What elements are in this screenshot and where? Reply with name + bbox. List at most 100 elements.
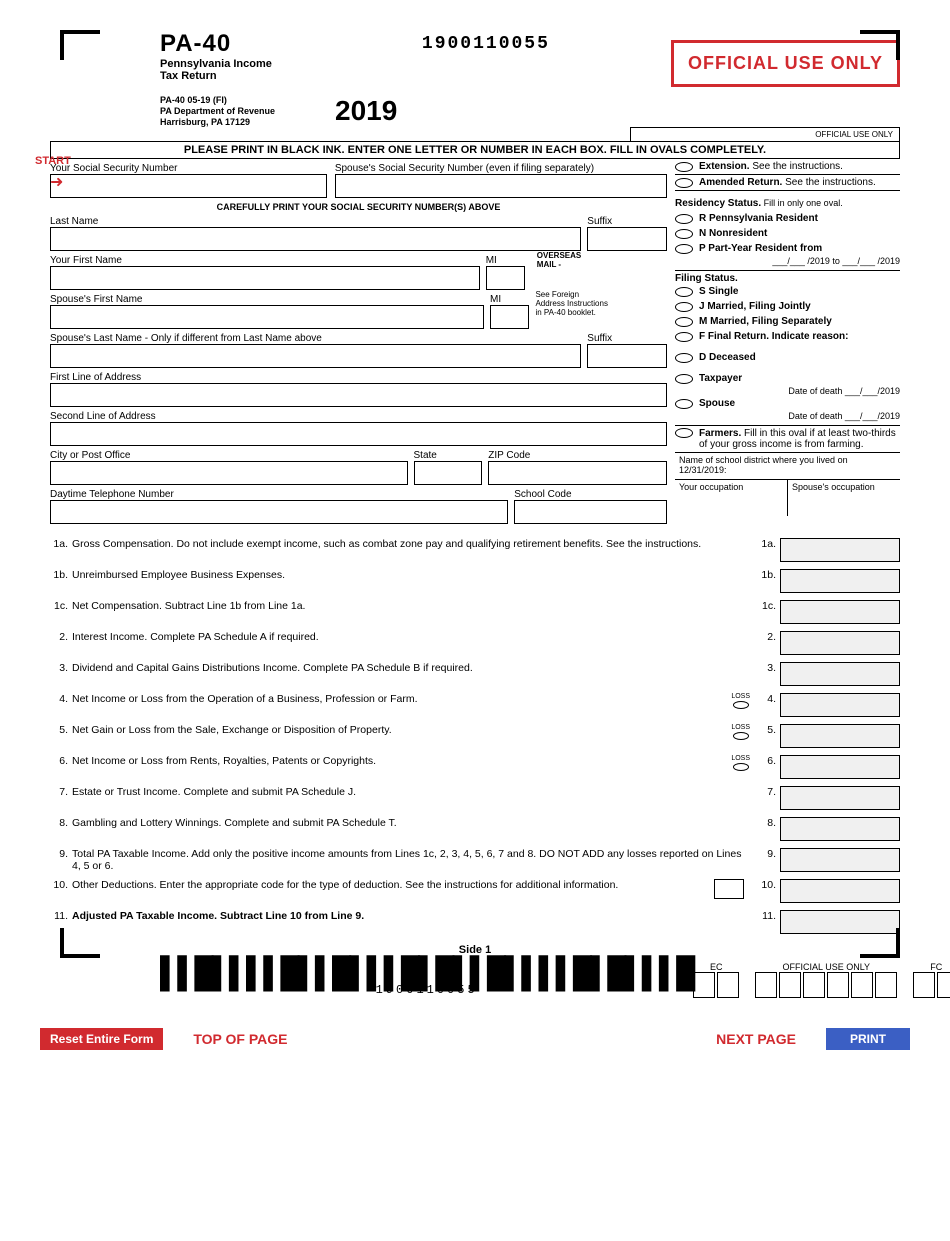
official-use-text: OFFICIAL USE ONLY [688, 53, 883, 73]
resident-oval[interactable] [675, 214, 693, 224]
print-button[interactable]: PRINT [826, 1028, 910, 1050]
fc-box-2[interactable] [937, 972, 950, 998]
corner-mark-bl [60, 928, 100, 958]
line-1b-amount[interactable] [780, 569, 900, 593]
dept-line-2: PA Department of Revenue [160, 106, 275, 117]
line-4-amount[interactable] [780, 693, 900, 717]
extension-oval[interactable] [675, 162, 693, 172]
amended-note: See the instructions. [782, 177, 875, 188]
line-1c-amount[interactable] [780, 600, 900, 624]
line-8-num: 8. [50, 817, 72, 829]
overseas-5: in PA-40 booklet. [535, 308, 667, 317]
line-7-ref: 7. [750, 786, 780, 798]
last-name-input[interactable] [50, 227, 581, 251]
corner-mark-br [860, 928, 900, 958]
spouse-dec-oval[interactable] [675, 399, 693, 409]
reset-button[interactable]: Reset Entire Form [40, 1028, 163, 1050]
line-9-text: Total PA Taxable Income. Add only the po… [72, 848, 741, 872]
fc-box-1[interactable] [913, 972, 935, 998]
last-name-label: Last Name [50, 216, 581, 227]
ouo-box [851, 972, 873, 998]
separate-oval[interactable] [675, 317, 693, 327]
mi-input[interactable] [486, 266, 525, 290]
line-3-amount[interactable] [780, 662, 900, 686]
amended-oval[interactable] [675, 178, 693, 188]
official-use-small: OFFICIAL USE ONLY [630, 127, 900, 141]
first-name-label: Your First Name [50, 255, 480, 266]
tax-year: 2019 [335, 95, 397, 127]
top-of-page-link[interactable]: TOP OF PAGE [193, 1031, 287, 1047]
line-9-num: 9. [50, 848, 72, 860]
line-9-amount[interactable] [780, 848, 900, 872]
line-10-amount[interactable] [780, 879, 900, 903]
line-2-text: Interest Income. Complete PA Schedule A … [72, 631, 319, 643]
line-5-ref: 5. [750, 724, 780, 736]
line-4-loss[interactable]: LOSS [731, 693, 750, 709]
spouse-first-input[interactable] [50, 305, 484, 329]
line-10-code-box[interactable] [714, 879, 744, 899]
careful-note: CAREFULLY PRINT YOUR SOCIAL SECURITY NUM… [50, 202, 667, 212]
line-5-loss[interactable]: LOSS [731, 724, 750, 740]
first-name-input[interactable] [50, 266, 480, 290]
partyear-oval[interactable] [675, 244, 693, 254]
line-1a-amount[interactable] [780, 538, 900, 562]
line-1c-text: Net Compensation. Subtract Line 1b from … [72, 600, 305, 612]
spouse-last-input[interactable] [50, 344, 581, 368]
extension-note: See the instructions. [750, 161, 843, 172]
school-code-input[interactable] [514, 500, 667, 524]
ssn-label: Your Social Security Number [50, 163, 327, 174]
deceased-oval[interactable] [675, 353, 693, 363]
fc-label: FC [913, 962, 950, 972]
ouo-box [755, 972, 777, 998]
suffix-input[interactable] [587, 227, 667, 251]
ouo-box [779, 972, 801, 998]
mi-label: MI [486, 255, 525, 266]
city-input[interactable] [50, 461, 408, 485]
line-1a-text: Gross Compensation. Do not include exemp… [72, 538, 701, 550]
line-4-num: 4. [50, 693, 72, 705]
line-1b-ref: 1b. [750, 569, 780, 581]
single-oval[interactable] [675, 287, 693, 297]
taxpayer-oval[interactable] [675, 374, 693, 384]
final-oval[interactable] [675, 332, 693, 342]
ec-box-1[interactable] [693, 972, 715, 998]
joint-oval[interactable] [675, 302, 693, 312]
phone-input[interactable] [50, 500, 508, 524]
spouse-suffix-input[interactable] [587, 344, 667, 368]
line-1c-num: 1c. [50, 600, 72, 612]
line-1b-num: 1b. [50, 569, 72, 581]
state-input[interactable] [414, 461, 483, 485]
ouo-box [803, 972, 825, 998]
your-occupation-label[interactable]: Your occupation [675, 480, 788, 516]
line-2-amount[interactable] [780, 631, 900, 655]
dept-line-1: PA-40 05-19 (FI) [160, 95, 275, 106]
addr1-label: First Line of Address [50, 372, 667, 383]
next-page-link[interactable]: NEXT PAGE [716, 1031, 796, 1047]
spouse-mi-input[interactable] [490, 305, 529, 329]
farmers-oval[interactable] [675, 428, 693, 438]
nonresident-oval[interactable] [675, 229, 693, 239]
zip-input[interactable] [488, 461, 667, 485]
line-10-num: 10. [50, 879, 72, 891]
spouse-last-label: Spouse's Last Name - Only if different f… [50, 333, 581, 344]
barcode-icon: ▌▌█▌▌▌▌█▌▌█▌▌▌█▌█▌▌█▌▌▌▌█▌█▌▌▌█ [160, 964, 693, 983]
suffix-label: Suffix [587, 216, 667, 227]
line-8-amount[interactable] [780, 817, 900, 841]
deceased-label: D Deceased [699, 352, 756, 363]
line-6-loss[interactable]: LOSS [731, 755, 750, 771]
resident-label: R Pennsylvania Resident [699, 213, 818, 224]
addr1-input[interactable] [50, 383, 667, 407]
ouo-footer-label: OFFICIAL USE ONLY [755, 962, 897, 972]
spouse-ssn-input[interactable] [335, 174, 667, 198]
line-5-amount[interactable] [780, 724, 900, 748]
ssn-input[interactable] [50, 174, 327, 198]
line-1b-text: Unreimbursed Employee Business Expenses. [72, 569, 285, 581]
line-6-amount[interactable] [780, 755, 900, 779]
form-subtitle-2: Tax Return [160, 70, 272, 82]
form-subtitle-1: Pennsylvania Income [160, 58, 272, 70]
line-7-amount[interactable] [780, 786, 900, 810]
spouse-occupation-label[interactable]: Spouse's occupation [788, 480, 900, 516]
ec-box-2[interactable] [717, 972, 739, 998]
addr2-input[interactable] [50, 422, 667, 446]
overseas-3: See Foreign [535, 290, 667, 299]
